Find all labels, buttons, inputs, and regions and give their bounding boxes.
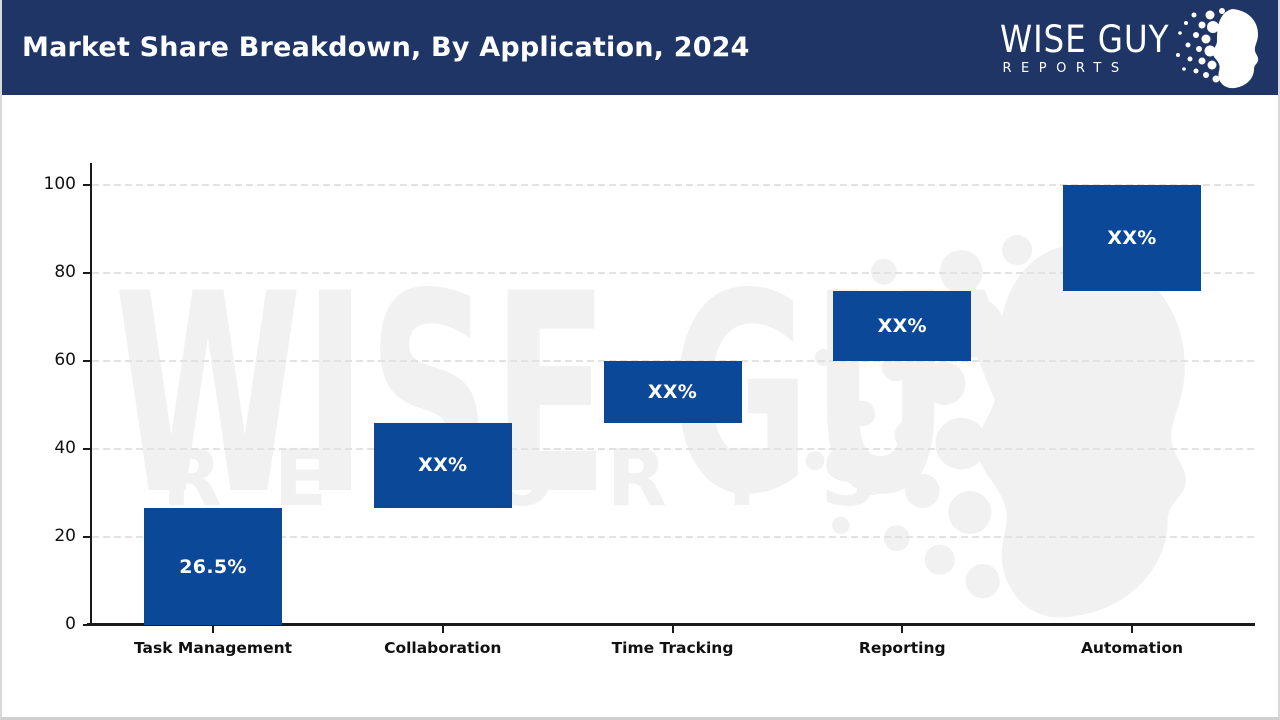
bar-value-label-automation: XX% [1107, 226, 1157, 249]
y-tick-mark-20 [83, 536, 90, 538]
x-tick-mark-automation [1131, 626, 1133, 633]
gridline-y-40 [92, 448, 1255, 450]
face-profile-dots-icon [1176, 7, 1259, 88]
x-axis-line [87, 623, 1255, 626]
y-tick-label-100: 100 [43, 174, 76, 194]
x-tick-label-collaboration: Collaboration [384, 639, 502, 657]
bar-time-tracking: XX% [603, 361, 742, 423]
bar-reporting: XX% [833, 290, 972, 361]
x-tick-label-task-management: Task Management [133, 639, 293, 657]
x-tick-mark-time-tracking [671, 626, 674, 633]
brand-logo-text: WISE GUY REPORTS [1000, 21, 1192, 75]
bar-value-label-collaboration: XX% [418, 454, 468, 477]
y-tick-label-40: 40 [54, 438, 76, 458]
gridline-y-20 [92, 536, 1255, 538]
y-tick-mark-80 [83, 272, 90, 274]
y-tick-label-80: 80 [54, 262, 76, 282]
chart-area: WISE GUY REPORTS [2, 95, 1278, 717]
brand-subtitle: REPORTS [1002, 60, 1129, 76]
x-tick-mark-collaboration [441, 626, 444, 633]
x-tick-label-time-tracking: Time Tracking [611, 639, 734, 657]
brand-name: WISE GUY [999, 17, 1169, 61]
y-axis-line [90, 163, 92, 625]
y-tick-mark-40 [83, 448, 90, 450]
bar-automation: XX% [1063, 185, 1201, 291]
x-tick-mark-task-management [212, 626, 214, 633]
y-tick-mark-0 [83, 624, 90, 626]
plot: 0 20 40 60 80 100 26.5% Task Management XX% Colla… [2, 95, 1278, 717]
x-tick-label-automation: Automation [1080, 639, 1184, 657]
gridline-y-80 [92, 272, 1255, 274]
bar-task-management: 26.5% [144, 508, 282, 625]
gridline-y-100 [92, 184, 1255, 186]
brand-logo: WISE GUY REPORTS [1000, 5, 1266, 91]
y-tick-mark-60 [83, 360, 90, 362]
bar-value-label-reporting: XX% [877, 314, 927, 337]
bar-value-label-time-tracking: XX% [647, 380, 698, 403]
y-tick-label-20: 20 [54, 526, 76, 546]
y-tick-label-60: 60 [54, 350, 76, 370]
bar-value-label-task-management: 26.5% [179, 555, 247, 578]
header-bar: Market Share Breakdown, By Application, … [2, 0, 1278, 95]
x-tick-label-reporting: Reporting [858, 639, 946, 657]
x-tick-mark-reporting [901, 626, 904, 633]
page-title: Market Share Breakdown, By Application, … [22, 32, 750, 63]
y-tick-mark-100 [83, 184, 90, 186]
bar-collaboration: XX% [373, 422, 512, 509]
y-tick-label-0: 0 [65, 614, 76, 634]
